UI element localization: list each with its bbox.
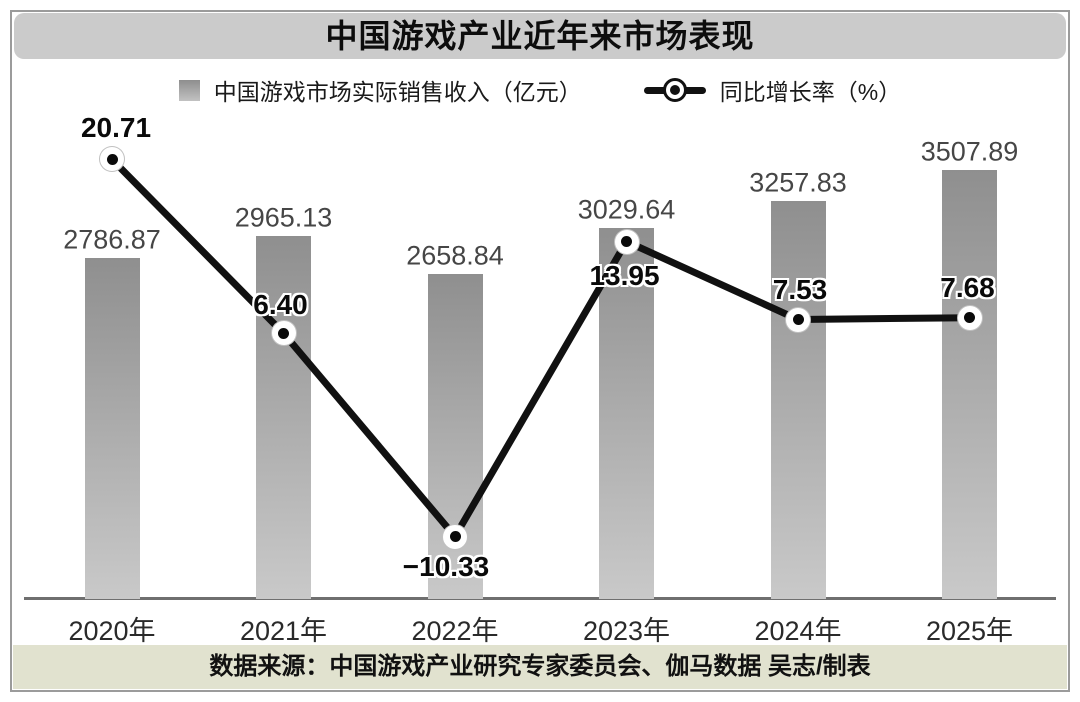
bar-value-label: 2965.13 [234,202,333,233]
bar-series-swatch-icon [178,79,200,101]
line-value-label: 7.53 [772,273,828,305]
bar-2025 [942,170,997,599]
bar-2020 [84,258,140,599]
line-point-2024 [786,307,810,332]
line-value-label: 7.68 [940,271,995,303]
line-value-label: 20.71 [80,112,152,144]
legend: 中国游戏市场实际销售收入（亿元） 同比增长率（%） [12,74,1068,106]
x-axis-line [24,597,1056,600]
x-axis-label: 2025年 [925,616,1014,646]
line-point-2022 [443,524,467,549]
x-axis-label: 2021年 [239,616,328,646]
line-point-2021 [271,321,296,346]
x-axis-label: 2022年 [411,616,499,646]
x-axis-label: 2020年 [68,616,156,646]
line-series-marker-icon [643,77,706,103]
line-value-label: −10.33 [402,550,490,582]
line-point-2023 [614,229,639,254]
line-value-label: 6.40 [253,289,308,321]
line-series-legend-label: 同比增长率（%） [719,79,902,105]
chart-frame: 中国游戏产业近年来市场表现 中国游戏市场实际销售收入（亿元） 同比增长率（%） … [10,10,1070,692]
bar-value-label: 3507.89 [920,136,1019,167]
bar-series-legend-label: 中国游戏市场实际销售收入（亿元） [213,79,582,105]
growth-rate-line [108,155,973,541]
line-point-2025 [957,305,982,330]
combo-chart: 2786.87 2020年 2965.13 2021年 2658.84 2022年 3029… [12,12,1068,690]
page-title: 中国游戏产业近年来市场表现 [14,13,1066,59]
bar-2024 [770,200,826,599]
x-axis-label: 2023年 [582,616,671,646]
bar-2021 [256,236,311,599]
line-value-label: 13.95 [589,259,660,291]
bar-2023 [599,228,654,599]
bar-value-label: 3029.64 [577,194,676,225]
bar-value-label: 3257.83 [749,167,847,198]
chart-inner: 中国游戏产业近年来市场表现 中国游戏市场实际销售收入（亿元） 同比增长率（%） … [12,12,1068,690]
line-point-2020 [100,147,124,172]
bar-value-label: 2658.84 [406,240,504,271]
bar-value-label: 2786.87 [63,224,161,255]
source-note: 数据来源：中国游戏产业研究专家委员会、伽马数据 吴志/制表 [13,645,1067,689]
x-axis-label: 2024年 [754,616,842,646]
